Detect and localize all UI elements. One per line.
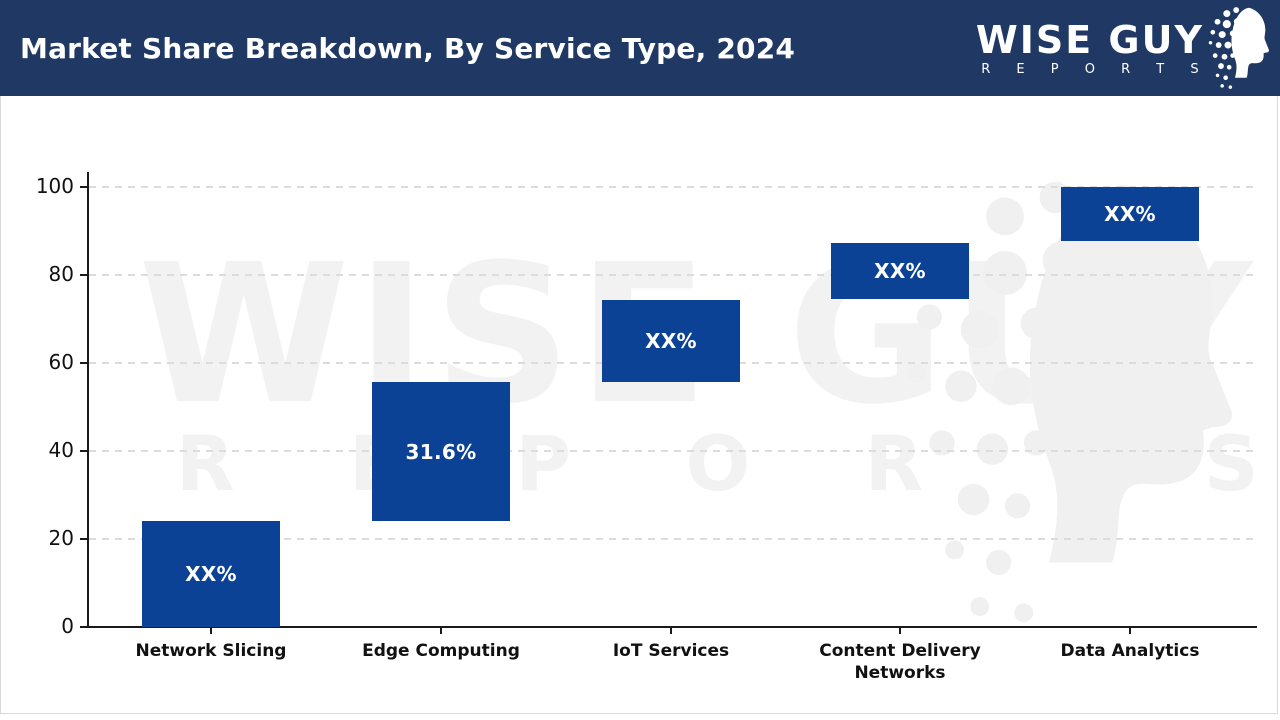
bar-iot-services: XX% xyxy=(602,300,740,383)
header: Market Share Breakdown, By Service Type,… xyxy=(0,0,1280,96)
gridline-40 xyxy=(89,450,1256,452)
y-tick-mark xyxy=(80,538,87,540)
y-tick-label: 20 xyxy=(48,526,74,550)
gridline-100 xyxy=(89,186,1256,188)
bar-value-label: XX% xyxy=(185,562,237,587)
y-tick-mark xyxy=(80,186,87,188)
gridline-20 xyxy=(89,538,1256,540)
x-tick-mark xyxy=(670,628,672,634)
bar-value-label: XX% xyxy=(874,259,926,284)
y-tick-mark xyxy=(80,362,87,364)
bar-value-label: 31.6% xyxy=(405,439,477,464)
y-tick-label: 80 xyxy=(48,262,74,286)
bar-value-label: XX% xyxy=(645,329,697,354)
x-tick-mark xyxy=(440,628,442,634)
gridline-80 xyxy=(89,274,1256,276)
x-tick-mark xyxy=(1129,628,1131,634)
logo-wordmark: WISE GUY xyxy=(975,17,1204,62)
x-tick-mark xyxy=(210,628,212,634)
bar-data-analytics: XX% xyxy=(1061,187,1199,242)
wiseguy-head-icon xyxy=(1200,4,1270,92)
logo-subtitle: R E P O R T S xyxy=(981,61,1210,77)
x-axis-line xyxy=(87,626,1257,628)
y-tick-mark xyxy=(80,450,87,452)
x-axis-label-network-slicing: Network Slicing xyxy=(135,641,287,661)
x-axis-label-content-delivery-networks: Content Delivery Networks xyxy=(819,641,981,684)
bar-content-delivery-networks: XX% xyxy=(831,242,969,300)
y-tick-mark xyxy=(80,274,87,276)
x-axis-label-edge-computing: Edge Computing xyxy=(362,641,520,661)
x-tick-mark xyxy=(899,628,901,634)
y-tick-mark xyxy=(80,626,87,628)
y-tick-label: 60 xyxy=(48,350,74,374)
page-title: Market Share Breakdown, By Service Type,… xyxy=(20,31,796,65)
y-tick-label: 40 xyxy=(48,438,74,462)
y-tick-label: 100 xyxy=(35,174,74,198)
x-axis-label-iot-services: IoT Services xyxy=(612,641,730,661)
x-axis-label-data-analytics: Data Analytics xyxy=(1060,641,1200,661)
bar-value-label: XX% xyxy=(1104,202,1156,227)
wiseguy-logo: WISE GUY R E P O R T S xyxy=(976,4,1270,92)
bar-edge-computing: 31.6% xyxy=(372,382,510,522)
bar-network-slicing: XX% xyxy=(142,521,280,627)
logo-text: WISE GUY R E P O R T S xyxy=(976,21,1204,76)
y-tick-label: 0 xyxy=(61,614,74,638)
y-axis-line xyxy=(87,172,89,628)
